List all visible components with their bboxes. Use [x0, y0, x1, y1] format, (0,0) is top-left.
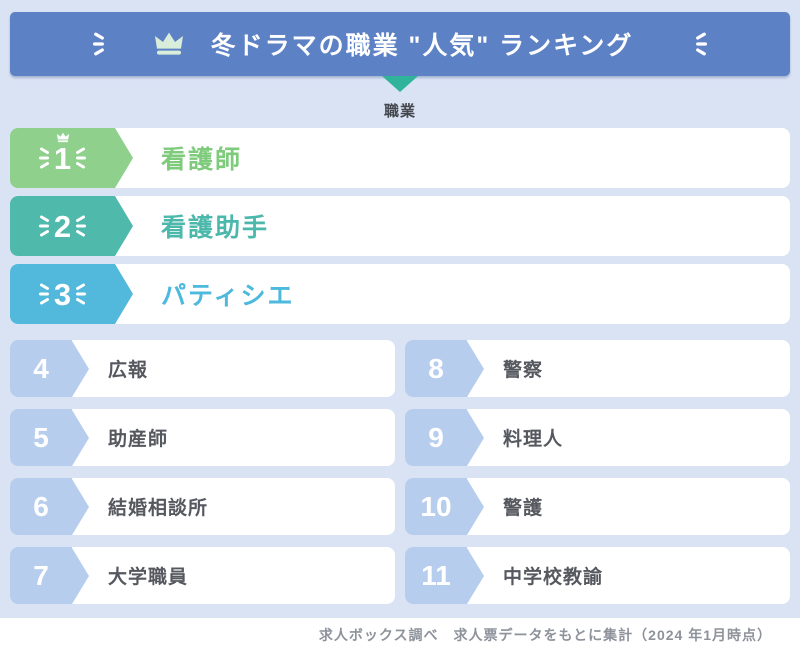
occupation-label: 看護助手	[161, 214, 270, 242]
occupation-label: 結婚相談所	[108, 498, 209, 519]
badge-arrow	[115, 196, 133, 256]
badge-arrow	[115, 128, 133, 188]
rank-badge-5: 5	[10, 409, 72, 466]
occupation-label: 広報	[108, 360, 149, 381]
rank-number: 9	[428, 421, 444, 453]
rank-badge-4: 4	[10, 340, 72, 397]
rank-number: 8	[428, 352, 444, 384]
rank-badge-2: 2	[10, 196, 115, 256]
source-note: 求人ボックス調べ 求人票データをもとに集計（2024 年1月時点）	[318, 626, 772, 643]
occupation-label: パティシエ	[161, 282, 295, 310]
ranking-row-1: 1 看護師	[10, 128, 790, 188]
spark-right-icon	[76, 215, 87, 237]
badge-arrow	[467, 340, 484, 397]
occupation-label: 助産師	[108, 429, 169, 450]
badge-arrow	[467, 478, 484, 535]
rank-badge-10: 10	[405, 478, 467, 535]
rank-number: 5	[33, 421, 49, 453]
rank-badge-9: 9	[405, 409, 467, 466]
spark-left-icon	[38, 215, 49, 237]
occupation-label: 中学校教諭	[503, 567, 604, 588]
occupation-label: 料理人	[503, 429, 564, 450]
ranking-grid: 4 広報 8 警察 5 助産師 9 料理人	[10, 340, 790, 604]
rank-badge-8: 8	[405, 340, 467, 397]
down-triangle-icon	[382, 76, 418, 92]
ranking-row-3: 3 パティシエ	[10, 264, 790, 324]
page-title: 冬ドラマの職業 "人気" ランキング	[210, 32, 634, 60]
rank-badge-11: 11	[405, 547, 467, 604]
spark-right-icon	[76, 147, 87, 169]
badge-arrow	[72, 340, 89, 397]
rank-number: 2	[53, 208, 72, 244]
ranking-row-5: 5 助産師	[10, 409, 395, 466]
emphasis-right-icon	[696, 32, 708, 56]
ranking-row-8: 8 警察	[405, 340, 790, 397]
rank-number: 10	[420, 490, 452, 522]
emphasis-left-icon	[92, 32, 104, 56]
footer: 求人ボックス調べ 求人票データをもとに集計（2024 年1月時点）	[0, 618, 800, 651]
top3-ranking-list: 1 看護師 2 看護助手 3 パティシエ	[10, 128, 790, 332]
header-banner: 冬ドラマの職業 "人気" ランキング	[10, 12, 790, 76]
rank-number: 4	[33, 352, 49, 384]
badge-arrow	[72, 478, 89, 535]
rank-number: 1	[53, 140, 72, 176]
badge-arrow	[467, 547, 484, 604]
spark-left-icon	[38, 147, 49, 169]
occupation-label: 大学職員	[108, 567, 189, 588]
ranking-row-2: 2 看護助手	[10, 196, 790, 256]
category-label: 職業	[383, 103, 416, 120]
rank-badge-7: 7	[10, 547, 72, 604]
rank-number: 6	[33, 490, 49, 522]
badge-arrow	[467, 409, 484, 466]
ranking-row-9: 9 料理人	[405, 409, 790, 466]
rank-number: 7	[33, 559, 49, 591]
occupation-label: 警護	[503, 498, 544, 519]
rank-badge-3: 3	[10, 264, 115, 324]
ranking-row-11: 11 中学校教諭	[405, 547, 790, 604]
rank-badge-1: 1	[10, 128, 115, 188]
occupation-label: 看護師	[161, 146, 243, 174]
ranking-row-4: 4 広報	[10, 340, 395, 397]
badge-arrow	[72, 547, 89, 604]
ranking-row-7: 7 大学職員	[10, 547, 395, 604]
crown-icon	[154, 32, 183, 55]
rank-number: 11	[421, 559, 451, 591]
spark-right-icon	[76, 283, 87, 305]
mini-crown-icon	[56, 132, 69, 143]
badge-arrow	[72, 409, 89, 466]
rank-number: 3	[53, 276, 72, 312]
badge-arrow	[115, 264, 133, 324]
ranking-row-6: 6 結婚相談所	[10, 478, 395, 535]
ranking-row-10: 10 警護	[405, 478, 790, 535]
rank-badge-6: 6	[10, 478, 72, 535]
spark-left-icon	[38, 283, 49, 305]
occupation-label: 警察	[503, 360, 544, 381]
